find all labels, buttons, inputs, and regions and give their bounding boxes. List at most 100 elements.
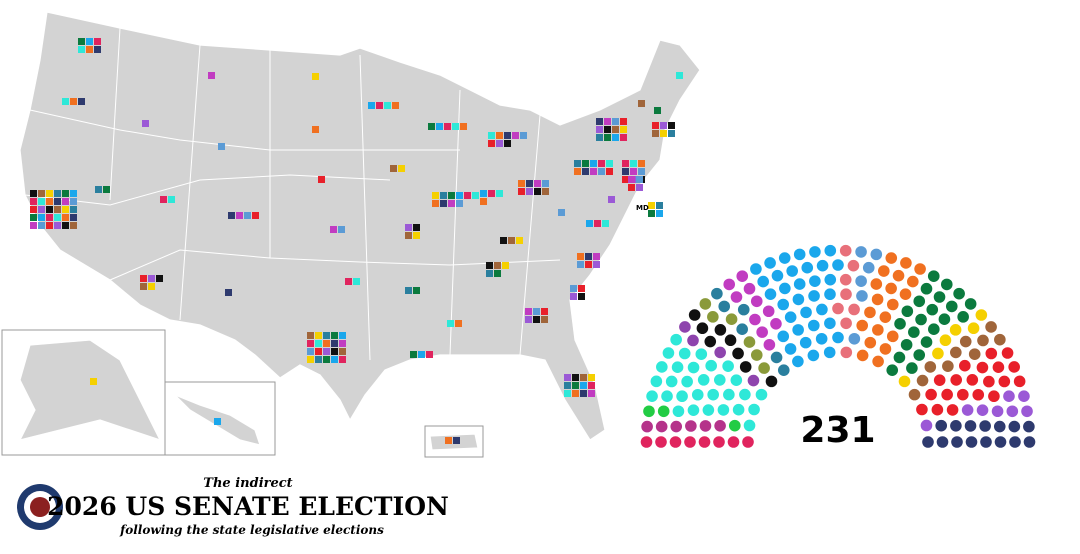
state-seat-marker (323, 356, 330, 363)
state-seat-marker (534, 180, 541, 187)
state-seat-marker (585, 261, 592, 268)
seat (688, 309, 701, 321)
state-seat-marker (315, 356, 322, 363)
state-seat-marker (54, 198, 61, 205)
state-seat-marker (62, 198, 69, 205)
seat (1003, 390, 1015, 402)
seat (687, 334, 699, 347)
us-mainland (19, 11, 701, 441)
state-seat-marker (564, 390, 571, 397)
seat (748, 403, 760, 416)
state-seat-marker (520, 132, 527, 139)
state-seat-marker (432, 192, 439, 199)
seat (856, 319, 869, 332)
seat (892, 269, 905, 282)
seat (966, 374, 979, 386)
state-seat-marker (398, 165, 405, 172)
seat (676, 390, 688, 403)
seat (778, 252, 791, 264)
state-seat-marker (480, 198, 487, 205)
state-seat-marker (339, 332, 346, 339)
seat (991, 405, 1004, 418)
state-seat-marker (447, 320, 454, 327)
state-seat-marker (620, 134, 627, 141)
state-seat-marker (656, 202, 663, 209)
seat (823, 346, 836, 359)
state-seat-marker (330, 226, 337, 233)
state-seat-marker (596, 118, 603, 125)
state-seat-marker (572, 374, 579, 381)
state-seat-marker (496, 190, 503, 197)
state-seat-marker (533, 316, 540, 323)
seat (988, 390, 1000, 403)
state-seat-marker (30, 222, 37, 229)
state-seat-marker (376, 102, 383, 109)
seat (771, 269, 784, 282)
seat (983, 375, 995, 388)
seat (756, 326, 768, 338)
state-seat-marker (472, 192, 479, 199)
seat (687, 361, 700, 374)
seat (1006, 405, 1019, 418)
seat (711, 287, 723, 300)
seat (669, 436, 682, 448)
seat (914, 263, 926, 275)
seat (697, 374, 710, 386)
state-seat-marker (70, 214, 77, 221)
seat (957, 388, 969, 401)
seat (809, 275, 821, 287)
seat (961, 404, 974, 416)
seat (777, 364, 790, 376)
state-seat-marker (598, 168, 605, 175)
seat (939, 334, 952, 347)
state-seat-marker (323, 348, 330, 355)
state-seat-marker (432, 200, 439, 207)
seat (743, 336, 756, 348)
seat (946, 404, 959, 416)
state-seat-marker (602, 220, 609, 227)
map: MD (1, 11, 701, 458)
state-seat-marker (307, 340, 314, 347)
state-seat-marker (315, 340, 322, 347)
seat (936, 436, 949, 448)
seat (870, 278, 883, 290)
title: 2026 US SENATE ELECTION (47, 492, 449, 521)
state-seat-marker (606, 160, 613, 167)
seat (730, 291, 743, 303)
state-seat-marker (78, 98, 85, 105)
seat (736, 270, 749, 282)
state-seat-marker (228, 212, 235, 219)
state-seat-marker (331, 340, 338, 347)
state-seat-marker (70, 190, 77, 197)
seat (925, 388, 937, 401)
state-seat-marker (456, 200, 463, 207)
state-seat-marker (46, 222, 53, 229)
state-seat-marker (496, 132, 503, 139)
seat (907, 275, 919, 288)
state-seat-marker (512, 132, 519, 139)
state-seat-marker (488, 140, 495, 147)
state-seat-marker (593, 253, 600, 260)
seat (793, 278, 806, 290)
state-seat-marker (244, 212, 251, 219)
seat (885, 282, 897, 295)
seat (641, 420, 653, 433)
seat (949, 324, 962, 336)
state-seat-marker (315, 348, 322, 355)
seat (972, 388, 985, 401)
seat (839, 273, 852, 286)
state-seat-marker (582, 168, 589, 175)
seat (920, 336, 933, 348)
state-seat-marker (307, 348, 314, 355)
seat (816, 303, 828, 316)
seat (950, 374, 963, 386)
seat (994, 436, 1007, 448)
seat (732, 403, 745, 416)
state-seat-marker (455, 320, 462, 327)
seat (945, 300, 958, 313)
seat (764, 288, 777, 300)
seat (672, 405, 685, 418)
seat (801, 261, 814, 274)
state-seat-marker (392, 102, 399, 109)
state-seat-marker (452, 123, 459, 130)
